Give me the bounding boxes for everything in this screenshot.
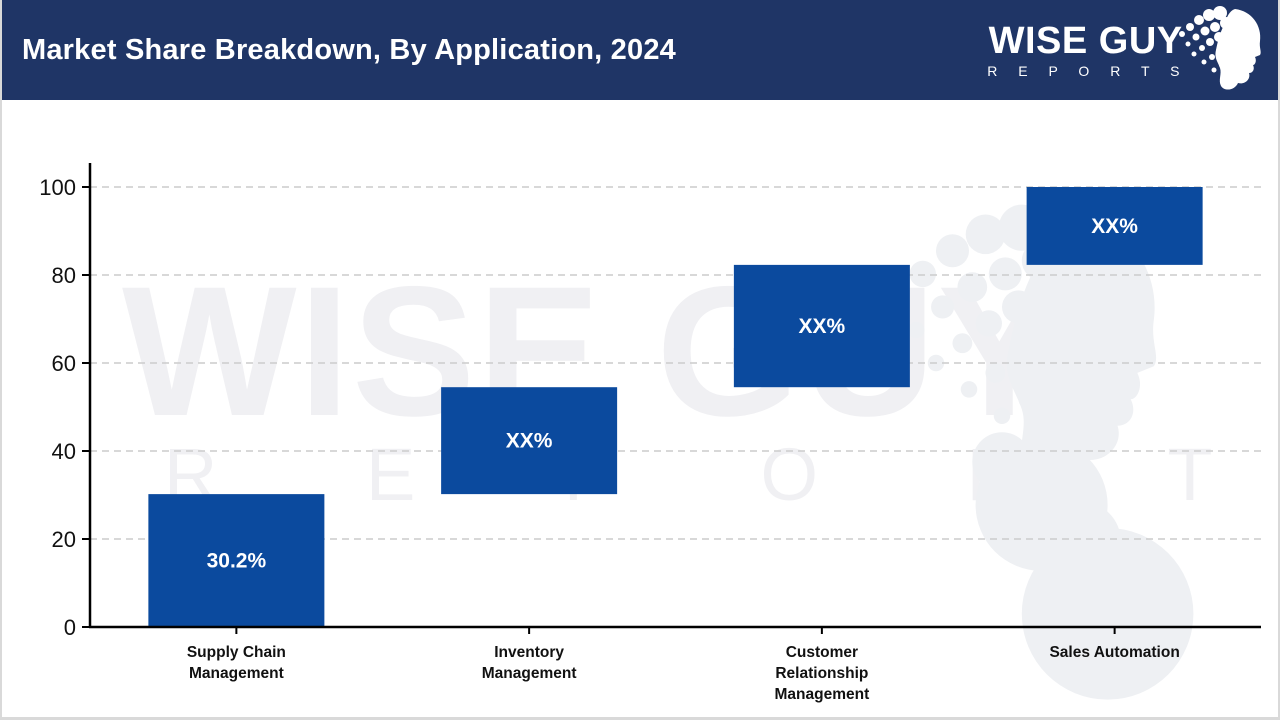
bar [148,494,325,627]
y-tick-label: 60 [52,351,76,376]
wiseguy-logo: WISE GUY R E P O R T S [983,4,1266,96]
y-tick-label: 0 [64,615,76,640]
logo-text: WISE GUY R E P O R T S [983,22,1188,79]
y-tick-label: 20 [52,527,76,552]
x-category-label: Customer Relationship Management [775,644,870,703]
x-category-label: Supply Chain Management [187,644,286,682]
page-title: Market Share Breakdown, By Application, … [22,33,676,66]
chart-area: WISE GUY R E P O R T S [2,100,1278,717]
bar-value-label: XX% [799,315,846,338]
y-tick-label: 40 [52,439,76,464]
waterfall-chart: 30.2% XX% XX% XX% 0 20 40 60 80 100 Supply Chain Ma… [39,163,1261,703]
header: Market Share Breakdown, By Application, … [2,0,1278,100]
x-category-label: Sales Automation [1049,644,1179,661]
bar-value-label: XX% [1091,215,1138,238]
bar [441,387,618,495]
x-category-label: Inventory Management [482,644,577,682]
bar [733,264,910,388]
logo-subtitle: R E P O R T S [987,62,1188,79]
bar-value-label: XX% [506,430,553,453]
y-tick-label: 100 [39,175,76,200]
logo-wordmark: WISE GUY [988,19,1183,62]
logo-face-icon [1179,6,1261,90]
bar-value-label: 30.2% [207,550,267,573]
y-tick-label: 80 [52,263,76,288]
bar [1026,187,1203,265]
